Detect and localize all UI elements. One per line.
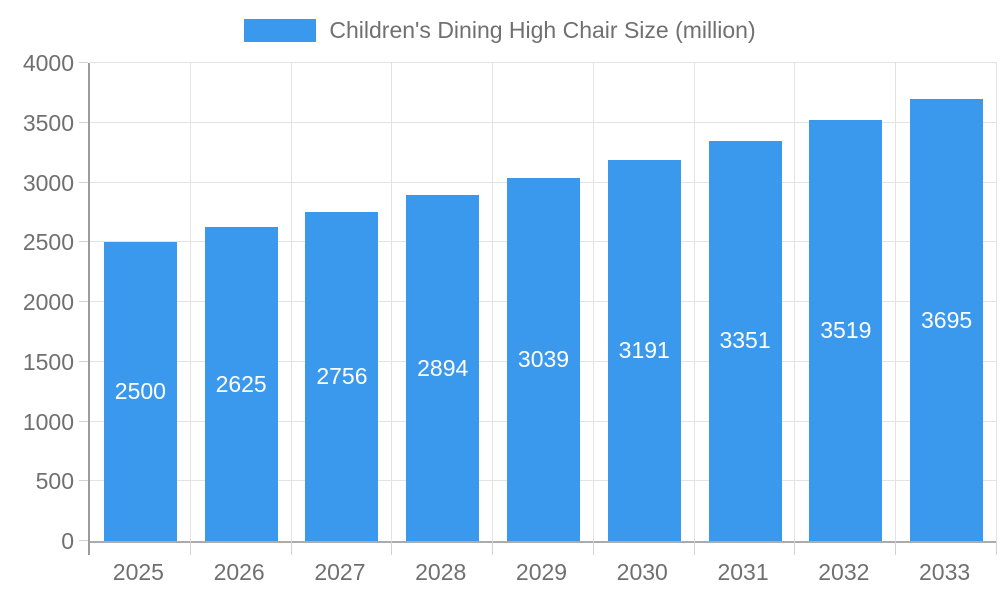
y-axis-label: 3000 — [22, 169, 74, 196]
bar-2026[interactable]: 2625 — [204, 227, 278, 541]
chart-legend: Children's Dining High Chair Size (milli… — [0, 17, 1000, 44]
gridline-vertical — [492, 63, 494, 541]
bar-2031[interactable]: 3351 — [708, 140, 782, 541]
bar-2032[interactable]: 3519 — [809, 120, 883, 541]
y-axis-tick — [79, 480, 88, 482]
y-axis-tick — [79, 540, 88, 541]
y-axis-label: 4000 — [22, 50, 74, 76]
y-axis-tick — [79, 360, 88, 362]
x-axis-tick — [996, 541, 997, 555]
x-axis-label: 2028 — [415, 559, 467, 585]
x-axis-tick — [592, 541, 594, 555]
x-axis-label: 2025 — [112, 559, 164, 585]
bar-value-label: 3519 — [820, 317, 872, 344]
gridline-vertical — [996, 63, 997, 541]
legend-label: Children's Dining High Chair Size (milli… — [329, 17, 756, 43]
bar-2025[interactable]: 2500 — [103, 242, 177, 541]
y-axis-tick — [79, 241, 88, 243]
y-axis-tick — [79, 301, 88, 302]
gridline-vertical — [290, 63, 292, 541]
x-axis-tick — [794, 541, 796, 555]
x-axis-tick — [895, 541, 897, 555]
bar-2027[interactable]: 2756 — [305, 211, 379, 541]
y-axis-label: 0 — [61, 528, 74, 554]
y-axis-tick — [79, 181, 88, 183]
x-axis-label: 2026 — [213, 559, 265, 585]
x-axis-tick — [391, 541, 393, 555]
y-axis-label: 3500 — [22, 109, 74, 136]
y-axis-tick — [79, 121, 88, 123]
gridline-vertical — [391, 63, 393, 541]
gridline-horizontal — [90, 62, 997, 63]
bar-value-label: 2625 — [215, 370, 267, 397]
y-axis-label: 1500 — [22, 348, 74, 375]
y-axis-label: 500 — [35, 468, 74, 495]
x-axis-label: 2033 — [919, 559, 971, 585]
x-axis-tick — [189, 541, 191, 555]
bar-value-label: 3695 — [921, 306, 973, 333]
gridline-vertical — [794, 63, 796, 541]
bar-2030[interactable]: 3191 — [607, 159, 681, 541]
y-axis-line-tail — [88, 541, 90, 555]
bar-value-label: 3351 — [719, 327, 771, 354]
legend-swatch — [244, 19, 317, 42]
gridline-vertical — [592, 63, 594, 541]
y-axis-tick — [79, 62, 88, 63]
bar-2033[interactable]: 3695 — [910, 99, 984, 541]
x-axis-tick — [290, 541, 292, 555]
bar-value-label: 2756 — [316, 362, 368, 389]
bar-value-label: 3191 — [618, 336, 670, 363]
x-axis-label: 2030 — [616, 559, 668, 585]
bar-value-label: 2500 — [114, 378, 166, 405]
gridline-vertical — [895, 63, 897, 541]
bar-value-label: 2894 — [417, 354, 469, 381]
gridline-horizontal — [90, 121, 997, 123]
y-axis-tick — [79, 420, 88, 422]
x-axis-label: 2032 — [818, 559, 870, 585]
bar-2029[interactable]: 3039 — [507, 177, 580, 541]
plot-area: 2500 2625 2756 2894 3039 3191 3351 3519 3695 — [79, 62, 997, 555]
y-axis-label: 2000 — [22, 289, 74, 315]
gridline-vertical — [693, 63, 695, 541]
bar-value-label: 3039 — [517, 345, 570, 372]
gridline-vertical — [189, 63, 191, 541]
bar-2028[interactable]: 2894 — [406, 195, 480, 541]
x-axis-label: 2029 — [515, 559, 568, 585]
legend-item[interactable]: Children's Dining High Chair Size (milli… — [244, 17, 756, 44]
x-axis-tick — [693, 541, 695, 555]
x-axis-tick — [492, 541, 494, 555]
x-axis-label: 2031 — [717, 559, 769, 585]
x-axis-label: 2027 — [314, 559, 366, 585]
y-axis-label: 1000 — [22, 408, 74, 435]
y-axis-label: 2500 — [22, 229, 74, 256]
